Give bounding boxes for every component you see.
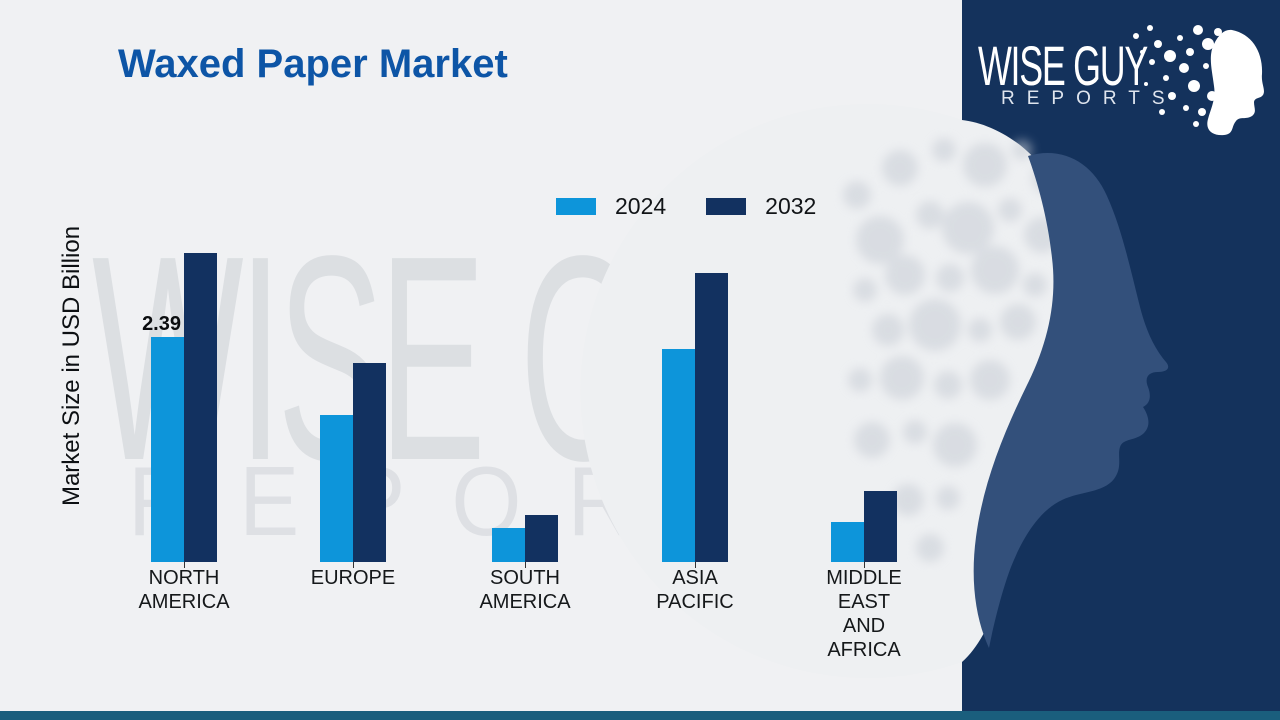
axis-tick-north-america — [183, 562, 185, 568]
bar-2032-asia-pacific[interactable] — [695, 273, 728, 562]
axis-tick-europe — [352, 562, 354, 568]
logo-face-icon — [1133, 25, 1264, 136]
bar-2024-middle-east-and-africa[interactable] — [831, 522, 864, 562]
face-profile-silhouette — [973, 153, 1169, 649]
logo-brand-text: WISE GUY — [978, 34, 1148, 97]
legend-swatch-2032 — [706, 198, 747, 215]
bar-2032-south-america[interactable] — [525, 515, 558, 562]
category-label-south-america: SOUTH AMERICA — [479, 567, 571, 613]
legend-label-2024: 2024 — [615, 193, 667, 219]
bar-2024-north-america[interactable] — [151, 337, 184, 562]
category-label-europe: EUROPE — [310, 567, 396, 589]
logo-reports-text: REPORTS — [1001, 88, 1177, 109]
category-label-asia-pacific: ASIA PACIFIC — [656, 567, 734, 613]
wise-guy-reports-logo[interactable]: WISE GUY REPORTS — [975, 25, 1275, 140]
bar-2032-north-america[interactable] — [184, 253, 217, 562]
bar-2032-europe[interactable] — [353, 363, 386, 562]
legend-label-2032: 2032 — [765, 193, 817, 219]
watermark-dot-pattern — [843, 138, 1064, 562]
bar-2032-middle-east-and-africa[interactable] — [864, 491, 897, 562]
category-label-north-america: NORTH AMERICA — [138, 567, 230, 613]
bar-2024-asia-pacific[interactable] — [662, 349, 695, 562]
bar-2024-europe[interactable] — [320, 415, 353, 562]
bar-value-label: 2.39 — [142, 313, 181, 335]
bar-2024-south-america[interactable] — [492, 528, 525, 562]
axis-tick-south-america — [524, 562, 526, 568]
page-title: Waxed Paper Market — [118, 42, 508, 86]
axis-tick-middle-east-and-africa — [863, 562, 865, 568]
legend-swatch-2024 — [556, 198, 596, 215]
legend-item-2032[interactable]: 2032 — [706, 193, 816, 220]
footer-bar — [0, 711, 1280, 720]
chart-legend: 2024 2032 — [556, 193, 816, 220]
axis-tick-asia-pacific — [694, 562, 696, 568]
category-label-middle-east-and-africa: MIDDLE EAST AND AFRICA — [826, 567, 902, 661]
legend-item-2024[interactable]: 2024 — [556, 193, 666, 220]
